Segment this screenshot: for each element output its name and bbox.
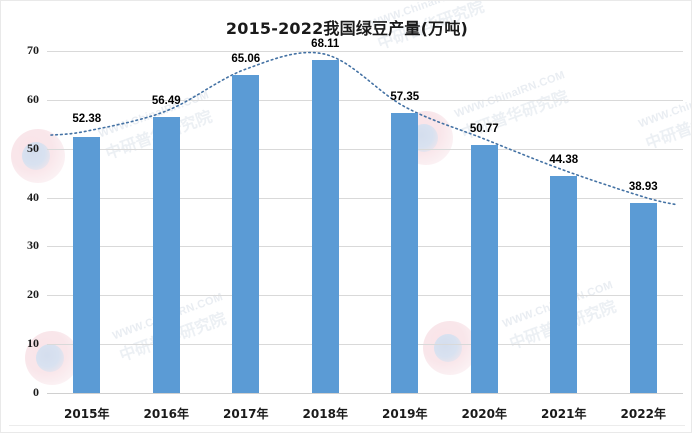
y-axis-tick-label: 40 [27,189,39,204]
gridline [47,51,683,52]
x-axis-tick-label: 2019年 [382,407,428,421]
bar[interactable] [73,137,101,393]
x-axis-tick-label: 2016年 [143,407,189,421]
bar-value-label: 52.38 [72,113,102,126]
bar[interactable] [152,117,180,393]
x-axis-tick-label: 2020年 [461,407,507,421]
bar[interactable] [629,202,657,393]
bar-value-label: 56.49 [151,95,181,107]
bar-value-label: 65.06 [231,53,261,66]
y-axis-tick-label: 70 [27,43,39,57]
y-axis-tick-label: 10 [27,336,39,351]
gridline [47,148,683,150]
y-axis-tick-label: 50 [27,140,39,155]
gridline [47,344,683,346]
x-axis-tick-label: 2021年 [541,407,587,421]
y-axis-tick-label: 60 [27,91,39,106]
bar[interactable] [550,176,578,393]
y-axis-tick-label: 0 [33,385,39,399]
bar[interactable] [470,144,498,393]
gridline [47,197,683,199]
bar[interactable] [391,112,419,393]
bar[interactable] [232,75,260,393]
gridline [47,393,683,394]
gridline [47,246,683,248]
bar-value-label: 44.38 [549,154,579,167]
chart-title: 2015-2022我国绿豆产量(万吨) [225,19,469,38]
bar-value-label: 68.11 [311,38,340,51]
x-axis-tick-label: 2022年 [620,407,666,421]
bar-value-label: 57.35 [390,90,420,103]
bar-value-label: 50.77 [469,122,499,135]
bar[interactable] [311,60,339,393]
x-axis-tick-label: 2018年 [302,407,348,421]
y-axis-tick-label: 30 [27,238,39,253]
y-axis-tick-label: 20 [27,287,39,302]
x-axis-tick-label: 2015年 [64,407,110,421]
axis-separator [9,425,685,426]
gridline [47,295,683,297]
bar-value-label: 38.93 [628,180,658,193]
x-axis-tick-label: 2017年 [223,407,269,421]
